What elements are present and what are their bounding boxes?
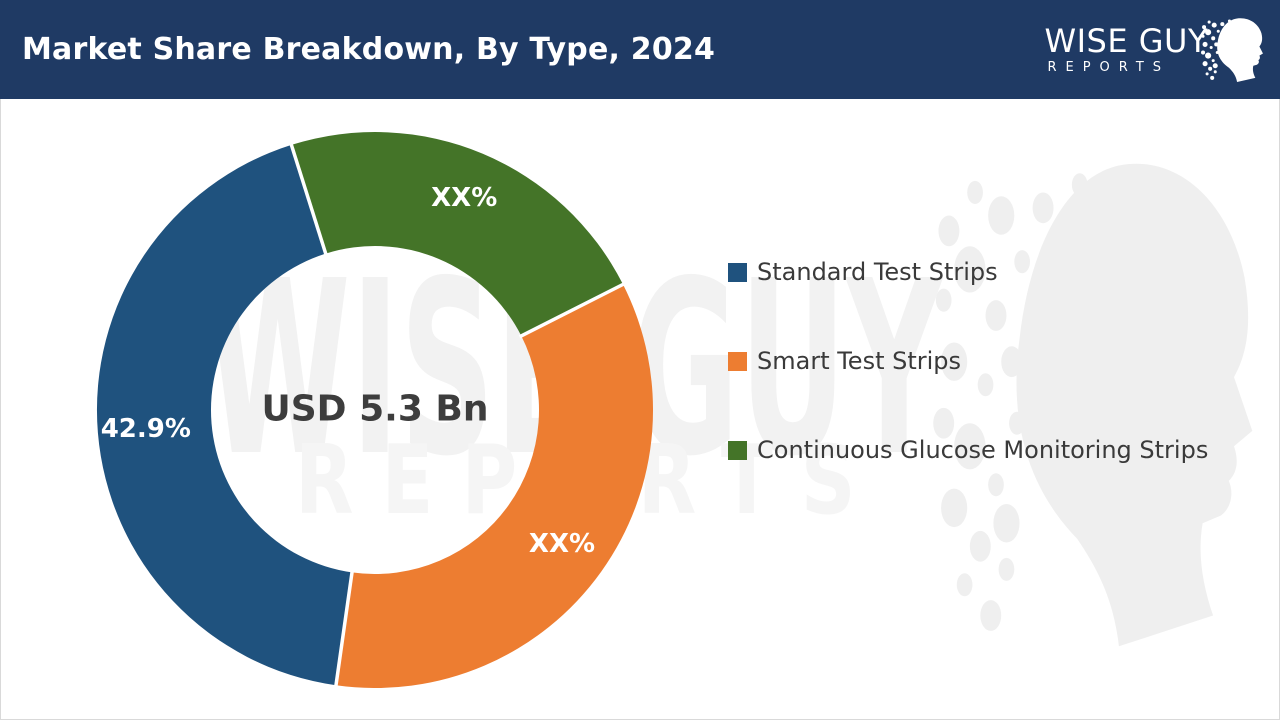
slice-value-label: 42.9% — [101, 414, 191, 444]
header-bar: Market Share Breakdown, By Type, 2024 WI… — [0, 0, 1280, 99]
page-title: Market Share Breakdown, By Type, 2024 — [22, 32, 716, 67]
logo-text-block: WISE GUY REPORTS — [1044, 25, 1208, 75]
chart-center-value: USD 5.3 Bn — [261, 388, 489, 430]
brand-logo: WISE GUY REPORTS — [1044, 17, 1266, 83]
slice-value-label: XX% — [529, 529, 595, 559]
slice-continuous-glucose-monitoring-strips — [291, 132, 623, 336]
slice-smart-test-strips — [336, 284, 654, 689]
slice-separator — [333, 570, 355, 688]
logo-face-icon — [1201, 17, 1263, 82]
slice-separator — [289, 142, 328, 257]
slice-value-label: XX% — [431, 183, 497, 213]
slice-separator — [518, 281, 626, 339]
slice-standard-test-strips — [96, 144, 352, 686]
logo-subtitle: REPORTS — [1047, 59, 1171, 75]
logo-wordmark: WISE GUY — [1044, 21, 1208, 60]
